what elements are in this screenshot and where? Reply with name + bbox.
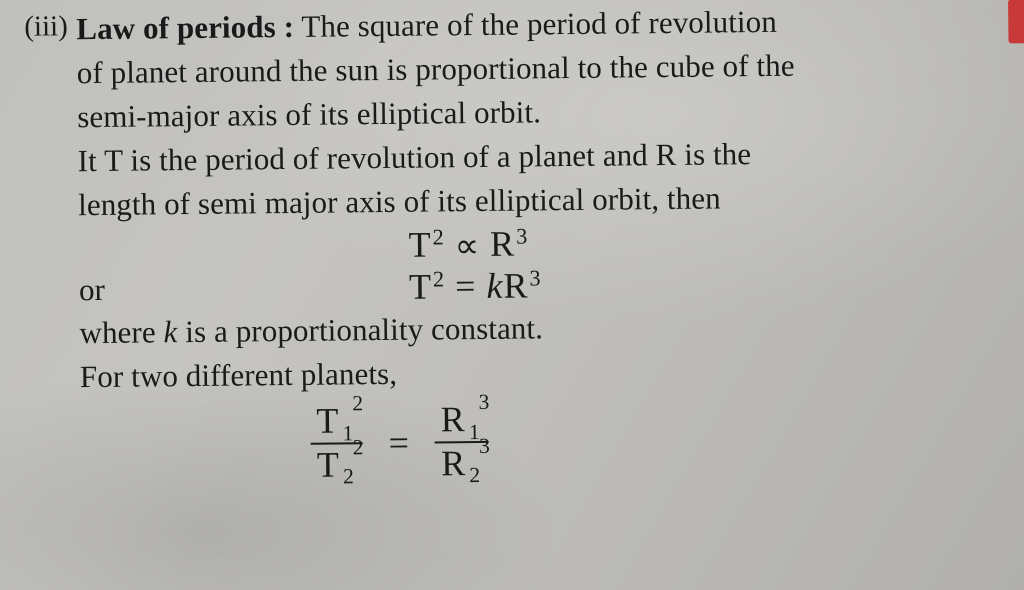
ratio-T-top: T [316, 401, 338, 441]
eq2-R: R [503, 266, 528, 306]
paragraph-1-line-1: Law of periods : The square of the perio… [76, 0, 777, 51]
ratio-R-top: R [441, 399, 465, 439]
ratio-R-bot: R [441, 443, 465, 483]
ratio-R2-sup: 3 [479, 435, 490, 458]
eq2-T: T [409, 267, 432, 307]
list-bullet: (iii) [24, 7, 76, 44]
eq1-R: R [490, 224, 515, 264]
textbook-excerpt: (iii) Law of periods : The square of the… [0, 0, 1024, 488]
fraction-R: R13 R23 [435, 401, 490, 483]
eq1-R-exp: 3 [516, 223, 528, 248]
ratio-T-bot: T [317, 444, 339, 484]
eq2-equals: = [455, 266, 477, 306]
eq1-T-exp: 2 [432, 224, 444, 249]
law-heading: Law of periods : [76, 9, 294, 46]
eq2-k: k [486, 266, 503, 306]
ratio-T2-sub: 2 [343, 466, 354, 489]
ratio-R2-sub: 2 [469, 464, 480, 487]
eq1-proportional: ∝ [455, 226, 481, 266]
or-label: or [79, 269, 409, 308]
eq2-R-exp: 3 [529, 265, 541, 290]
ratio-R1-sup: 3 [478, 391, 489, 414]
paragraph-4: For two different planets, [80, 346, 998, 400]
k-var: k [163, 314, 177, 349]
ratio-equals: = [384, 422, 413, 464]
page-edge-marker [1008, 0, 1024, 43]
eq1-T: T [408, 225, 431, 265]
fraction-T: T12 T22 [310, 402, 363, 484]
eq2-T-exp: 2 [433, 266, 445, 291]
equation-ratio: T12 T22 = R13 R23 [80, 396, 999, 487]
ratio-T1-sup: 2 [352, 393, 363, 416]
p1-l1-rest: The square of the period of revolution [294, 4, 777, 44]
ratio-T2-sup: 2 [353, 436, 364, 459]
